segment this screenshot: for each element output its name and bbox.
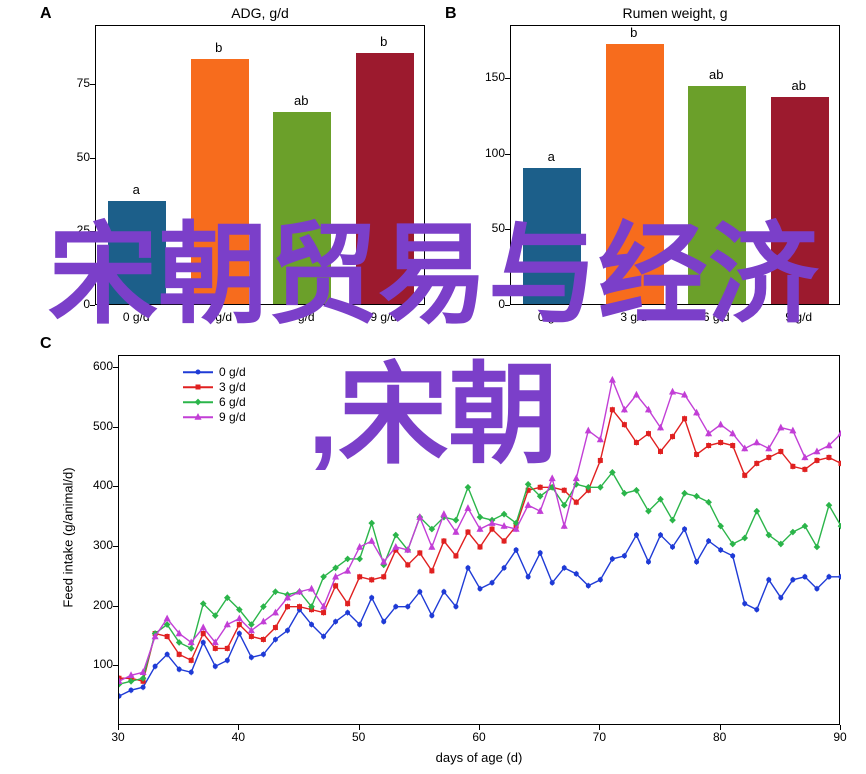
- series-line: [119, 472, 841, 684]
- x-tick-label: 70: [584, 730, 614, 744]
- sig-label: a: [510, 149, 593, 164]
- sig-label: a: [95, 182, 178, 197]
- panel-c-xlabel: days of age (d): [118, 750, 840, 765]
- y-tick-label: 400: [80, 478, 113, 492]
- y-tick-label: 100: [80, 657, 113, 671]
- overlay-line2: ,宋朝: [0, 355, 866, 476]
- y-tick-label: 75: [60, 76, 90, 90]
- sig-label: b: [343, 34, 426, 49]
- x-tick-label: 80: [705, 730, 735, 744]
- sig-label: b: [593, 25, 676, 40]
- overlay-line1: 宋朝贸易与经济: [0, 215, 866, 336]
- y-tick-label: 100: [475, 146, 505, 160]
- sig-label: ab: [260, 93, 343, 108]
- panel-a-label: A: [40, 5, 52, 23]
- y-tick-label: 50: [60, 150, 90, 164]
- y-tick-label: 200: [80, 598, 113, 612]
- panel-a-title: ADG, g/d: [95, 5, 425, 21]
- panel-b-label: B: [445, 5, 457, 23]
- sig-label: ab: [675, 67, 758, 82]
- x-tick-label: 40: [223, 730, 253, 744]
- panel-b-title: Rumen weight, g: [510, 5, 840, 21]
- y-tick-label: 150: [475, 70, 505, 84]
- x-tick-label: 90: [825, 730, 855, 744]
- panel-c-label: C: [40, 335, 52, 353]
- x-tick-label: 50: [344, 730, 374, 744]
- x-tick-label: 60: [464, 730, 494, 744]
- y-tick-label: 300: [80, 538, 113, 552]
- sig-label: b: [178, 40, 261, 55]
- x-tick-label: 30: [103, 730, 133, 744]
- sig-label: ab: [758, 78, 841, 93]
